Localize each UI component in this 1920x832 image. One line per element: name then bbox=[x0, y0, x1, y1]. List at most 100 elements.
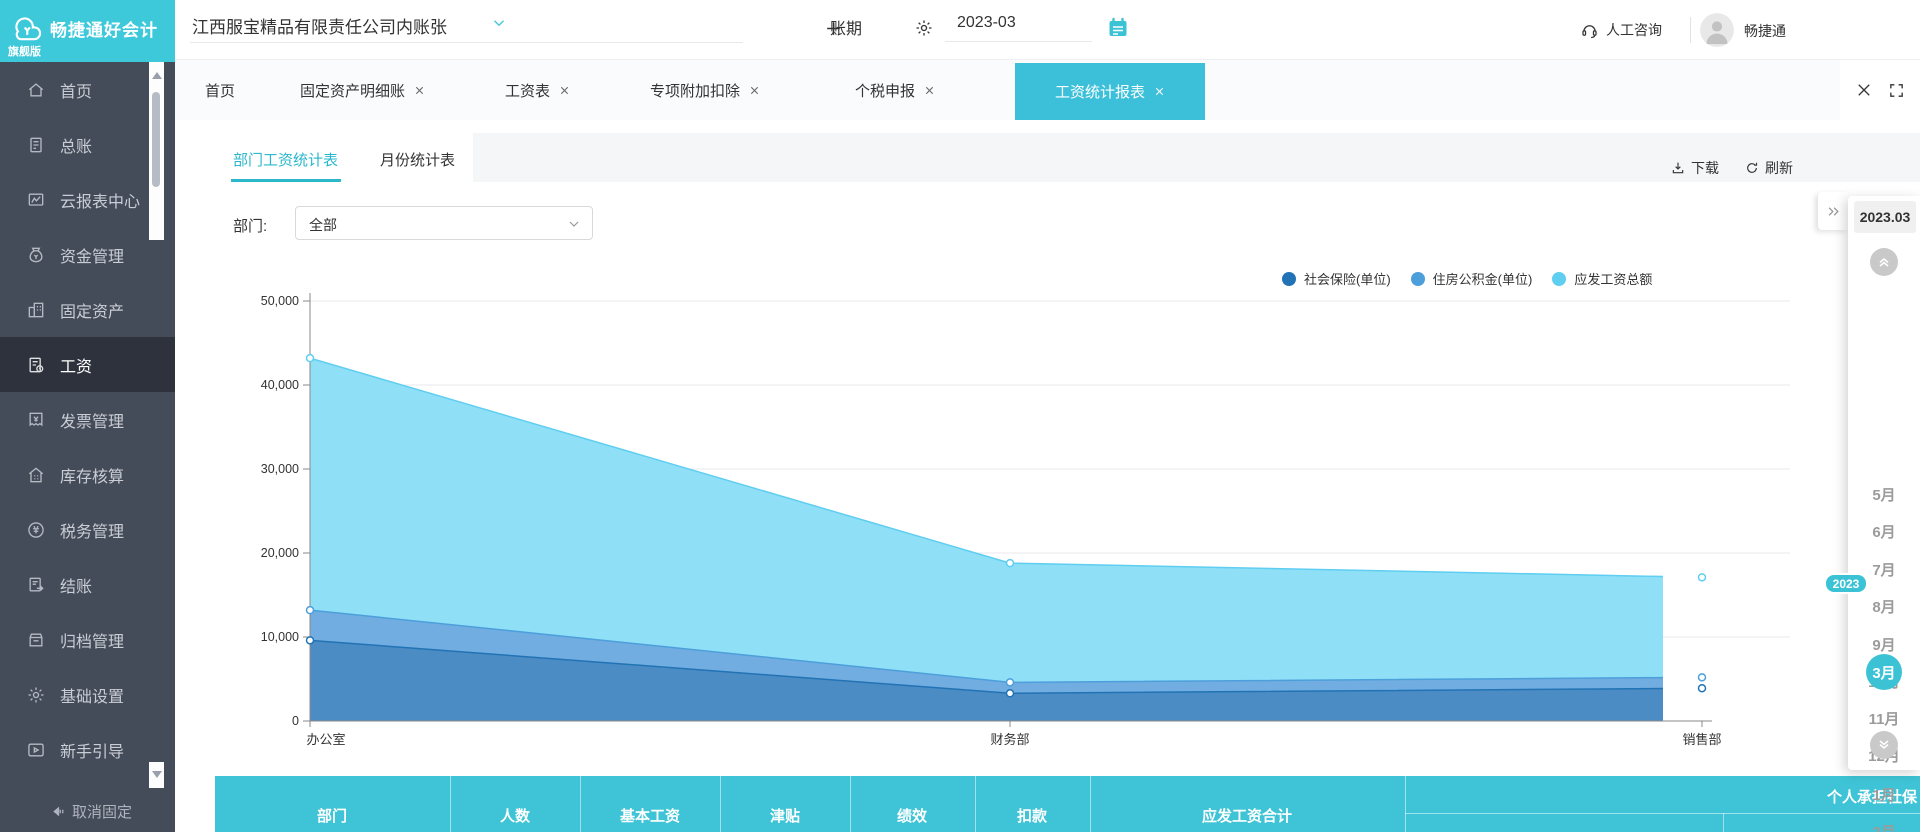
group-header-personal-social-insurance[interactable]: 个人承担社保 bbox=[1826, 789, 1917, 806]
unpin-sidebar-button[interactable]: 取消固定 bbox=[50, 801, 132, 822]
month-item[interactable]: 11月 bbox=[1868, 711, 1900, 728]
tab-close-icon[interactable] bbox=[1154, 86, 1165, 97]
month-item[interactable]: 6月 bbox=[1872, 524, 1896, 541]
group-header-divider bbox=[1405, 813, 1920, 814]
month-item[interactable]: 5月 bbox=[1872, 487, 1896, 504]
double-chevron-down-icon bbox=[1876, 737, 1892, 753]
sidebar-item-label: 基础设置 bbox=[60, 688, 125, 706]
cloud-report-icon bbox=[26, 190, 46, 210]
tab-salary-sheet[interactable]: 工资表 bbox=[505, 60, 570, 120]
header-divider bbox=[1690, 17, 1691, 43]
refresh-button[interactable]: 刷新 bbox=[1744, 158, 1793, 178]
sidebar-nav: 首页 总账 云报表中心 资金管理 固定资产 工资 发票管理 库存核算 bbox=[0, 62, 175, 832]
tab-home[interactable]: 首页 bbox=[205, 60, 235, 120]
column-divider bbox=[975, 776, 976, 832]
tab-special-deduction[interactable]: 专项附加扣除 bbox=[650, 60, 760, 120]
column-divider bbox=[850, 776, 851, 832]
column-header-gross-total[interactable]: 应发工资合计 bbox=[1201, 808, 1292, 825]
sidebar-scrollbar[interactable] bbox=[149, 62, 164, 240]
scroll-down-arrow-icon[interactable] bbox=[152, 771, 162, 778]
company-selector[interactable]: 江西服宝精品有限责任公司内账张 bbox=[190, 0, 932, 43]
month-item[interactable]: 2月 bbox=[1848, 821, 1920, 832]
scroll-months-up-button[interactable] bbox=[1870, 248, 1898, 276]
add-account-icon[interactable] bbox=[824, 19, 843, 38]
user-name[interactable]: 畅捷通 bbox=[1744, 23, 1786, 39]
panel-collapse-button[interactable] bbox=[1818, 192, 1848, 230]
tab-close-icon[interactable] bbox=[749, 85, 760, 96]
calendar-icon[interactable] bbox=[1106, 16, 1130, 40]
month-item[interactable]: 7月 bbox=[1872, 562, 1896, 579]
guide-video-icon bbox=[26, 740, 46, 760]
tab-salary-report[interactable]: 工资统计报表 bbox=[1015, 63, 1206, 120]
support-button[interactable]: 人工咨询 bbox=[1580, 20, 1662, 40]
avatar[interactable] bbox=[1700, 13, 1734, 47]
column-divider bbox=[1090, 776, 1091, 832]
sidebar-item-settings[interactable]: 基础设置 bbox=[0, 667, 175, 722]
subtab-monthly[interactable]: 月份统计表 bbox=[380, 152, 456, 169]
chevron-down-icon[interactable] bbox=[490, 14, 508, 32]
month-item[interactable]: 1月 bbox=[1872, 787, 1896, 804]
sidebar-item-closing[interactable]: 结账 bbox=[0, 557, 175, 612]
fullscreen-icon[interactable] bbox=[1888, 82, 1905, 99]
closing-icon bbox=[26, 575, 46, 595]
sidebar-item-home[interactable]: 首页 bbox=[0, 62, 175, 117]
tab-fixed-asset-detail[interactable]: 固定资产明细账 bbox=[300, 60, 425, 120]
sidebar-item-label: 税务管理 bbox=[60, 523, 125, 541]
month-item[interactable]: 9月 bbox=[1872, 637, 1896, 654]
column-header-base-salary[interactable]: 基本工资 bbox=[619, 808, 680, 825]
active-subtab-underline bbox=[231, 179, 341, 182]
unpin-icon bbox=[50, 803, 67, 820]
refresh-label: 刷新 bbox=[1765, 160, 1793, 176]
sidebar-item-inventory[interactable]: 库存核算 bbox=[0, 447, 175, 502]
legend-item-gross-salary[interactable]: 应发工资总额 bbox=[1552, 269, 1652, 288]
department-select[interactable]: 全部 bbox=[295, 206, 593, 240]
year-badge: 2023 bbox=[1824, 573, 1868, 594]
subtab-department-salary[interactable]: 部门工资统计表 bbox=[233, 152, 339, 169]
column-header-department[interactable]: 部门 bbox=[316, 808, 347, 825]
sidebar-item-general-ledger[interactable]: 总账 bbox=[0, 117, 175, 172]
column-header-performance[interactable]: 绩效 bbox=[896, 808, 927, 825]
month-item[interactable]: 8月 bbox=[1872, 599, 1896, 616]
sidebar-item-funds[interactable]: 资金管理 bbox=[0, 227, 175, 282]
sidebar-item-guide[interactable]: 新手引导 bbox=[0, 722, 175, 777]
period-value: 2023-03 bbox=[957, 14, 1016, 31]
svg-text:50,000: 50,000 bbox=[261, 294, 299, 308]
current-period-box: 2023.03 bbox=[1854, 201, 1916, 233]
tabbar-actions bbox=[1840, 60, 1920, 120]
sidebar-item-label: 云报表中心 bbox=[60, 193, 141, 211]
column-header-deduction[interactable]: 扣款 bbox=[1016, 808, 1047, 825]
column-header-allowance[interactable]: 津贴 bbox=[769, 808, 800, 825]
column-header-headcount[interactable]: 人数 bbox=[499, 808, 530, 825]
sidebar-item-cloud-reports[interactable]: 云报表中心 bbox=[0, 172, 175, 227]
sidebar-scrollbar-bottom[interactable] bbox=[149, 762, 164, 788]
sidebar-item-salary[interactable]: 工资 bbox=[0, 337, 175, 392]
double-chevron-right-icon bbox=[1826, 204, 1841, 219]
legend-dot bbox=[1410, 271, 1425, 286]
gear-icon[interactable] bbox=[914, 18, 934, 38]
svg-text:20,000: 20,000 bbox=[261, 546, 299, 560]
sidebar-item-archive[interactable]: 归档管理 bbox=[0, 612, 175, 667]
sidebar-item-fixed-assets[interactable]: 固定资产 bbox=[0, 282, 175, 337]
tab-close-icon[interactable] bbox=[414, 85, 425, 96]
salary-icon bbox=[26, 355, 46, 375]
sidebar-item-invoices[interactable]: 发票管理 bbox=[0, 392, 175, 447]
sidebar-item-label: 库存核算 bbox=[60, 468, 125, 486]
period-field[interactable]: 2023-03 bbox=[945, 0, 1092, 42]
sidebar-item-tax[interactable]: 税务管理 bbox=[0, 502, 175, 557]
cloud-logo-icon bbox=[10, 13, 44, 47]
download-button[interactable]: 下载 bbox=[1670, 158, 1719, 178]
sidebar-item-label: 固定资产 bbox=[60, 303, 125, 321]
subtab-row-background bbox=[473, 133, 1920, 182]
month-item-selected[interactable]: 3月 bbox=[1866, 654, 1902, 690]
scroll-months-down-button[interactable] bbox=[1870, 731, 1898, 759]
scroll-up-arrow-icon[interactable] bbox=[152, 72, 162, 79]
tab-tax-filing[interactable]: 个税申报 bbox=[855, 60, 935, 120]
legend-item-housing-fund[interactable]: 住房公积金(单位) bbox=[1410, 269, 1532, 288]
close-icon[interactable] bbox=[1855, 81, 1873, 99]
scrollbar-thumb[interactable] bbox=[152, 92, 160, 187]
legend-item-social-insurance[interactable]: 社会保险(单位) bbox=[1282, 269, 1391, 288]
tab-close-icon[interactable] bbox=[924, 85, 935, 96]
svg-text:0: 0 bbox=[292, 714, 299, 728]
tab-close-icon[interactable] bbox=[559, 85, 570, 96]
tab-label: 专项附加扣除 bbox=[650, 82, 741, 100]
